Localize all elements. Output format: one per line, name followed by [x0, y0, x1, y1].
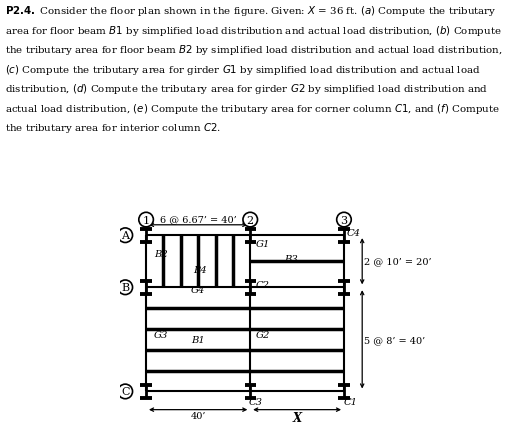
Text: C3: C3 — [248, 397, 263, 406]
Text: B: B — [121, 282, 130, 293]
Text: 1: 1 — [142, 215, 150, 225]
Text: G3: G3 — [154, 330, 168, 339]
Text: G4: G4 — [191, 285, 205, 294]
Text: G2: G2 — [255, 330, 270, 339]
Text: B2: B2 — [154, 249, 168, 258]
Circle shape — [139, 213, 153, 227]
Text: 2: 2 — [247, 215, 254, 225]
Text: C1: C1 — [344, 397, 358, 406]
Circle shape — [118, 384, 133, 399]
Text: 6 @ 6.67’ = 40’: 6 @ 6.67’ = 40’ — [160, 215, 236, 224]
Circle shape — [118, 280, 133, 295]
Text: $\mathbf{P2.4.}$ Consider the floor plan shown in the figure. Given: $X$ = 36 ft: $\mathbf{P2.4.}$ Consider the floor plan… — [5, 4, 503, 135]
Text: X: X — [293, 411, 302, 424]
Text: C4: C4 — [347, 229, 361, 238]
Text: 2 @ 10’ = 20’: 2 @ 10’ = 20’ — [364, 257, 432, 266]
Text: B3: B3 — [284, 255, 298, 264]
Text: 40’: 40’ — [190, 411, 206, 420]
Circle shape — [118, 228, 133, 243]
Circle shape — [243, 213, 257, 227]
Text: G1: G1 — [255, 239, 270, 248]
Text: C: C — [121, 386, 130, 397]
Circle shape — [336, 213, 351, 227]
Text: B1: B1 — [191, 335, 205, 344]
Text: 5 @ 8’ = 40’: 5 @ 8’ = 40’ — [364, 335, 425, 344]
Text: B4: B4 — [193, 265, 207, 274]
Text: A: A — [121, 230, 130, 241]
Text: 3: 3 — [341, 215, 348, 225]
Text: C2: C2 — [255, 280, 269, 290]
